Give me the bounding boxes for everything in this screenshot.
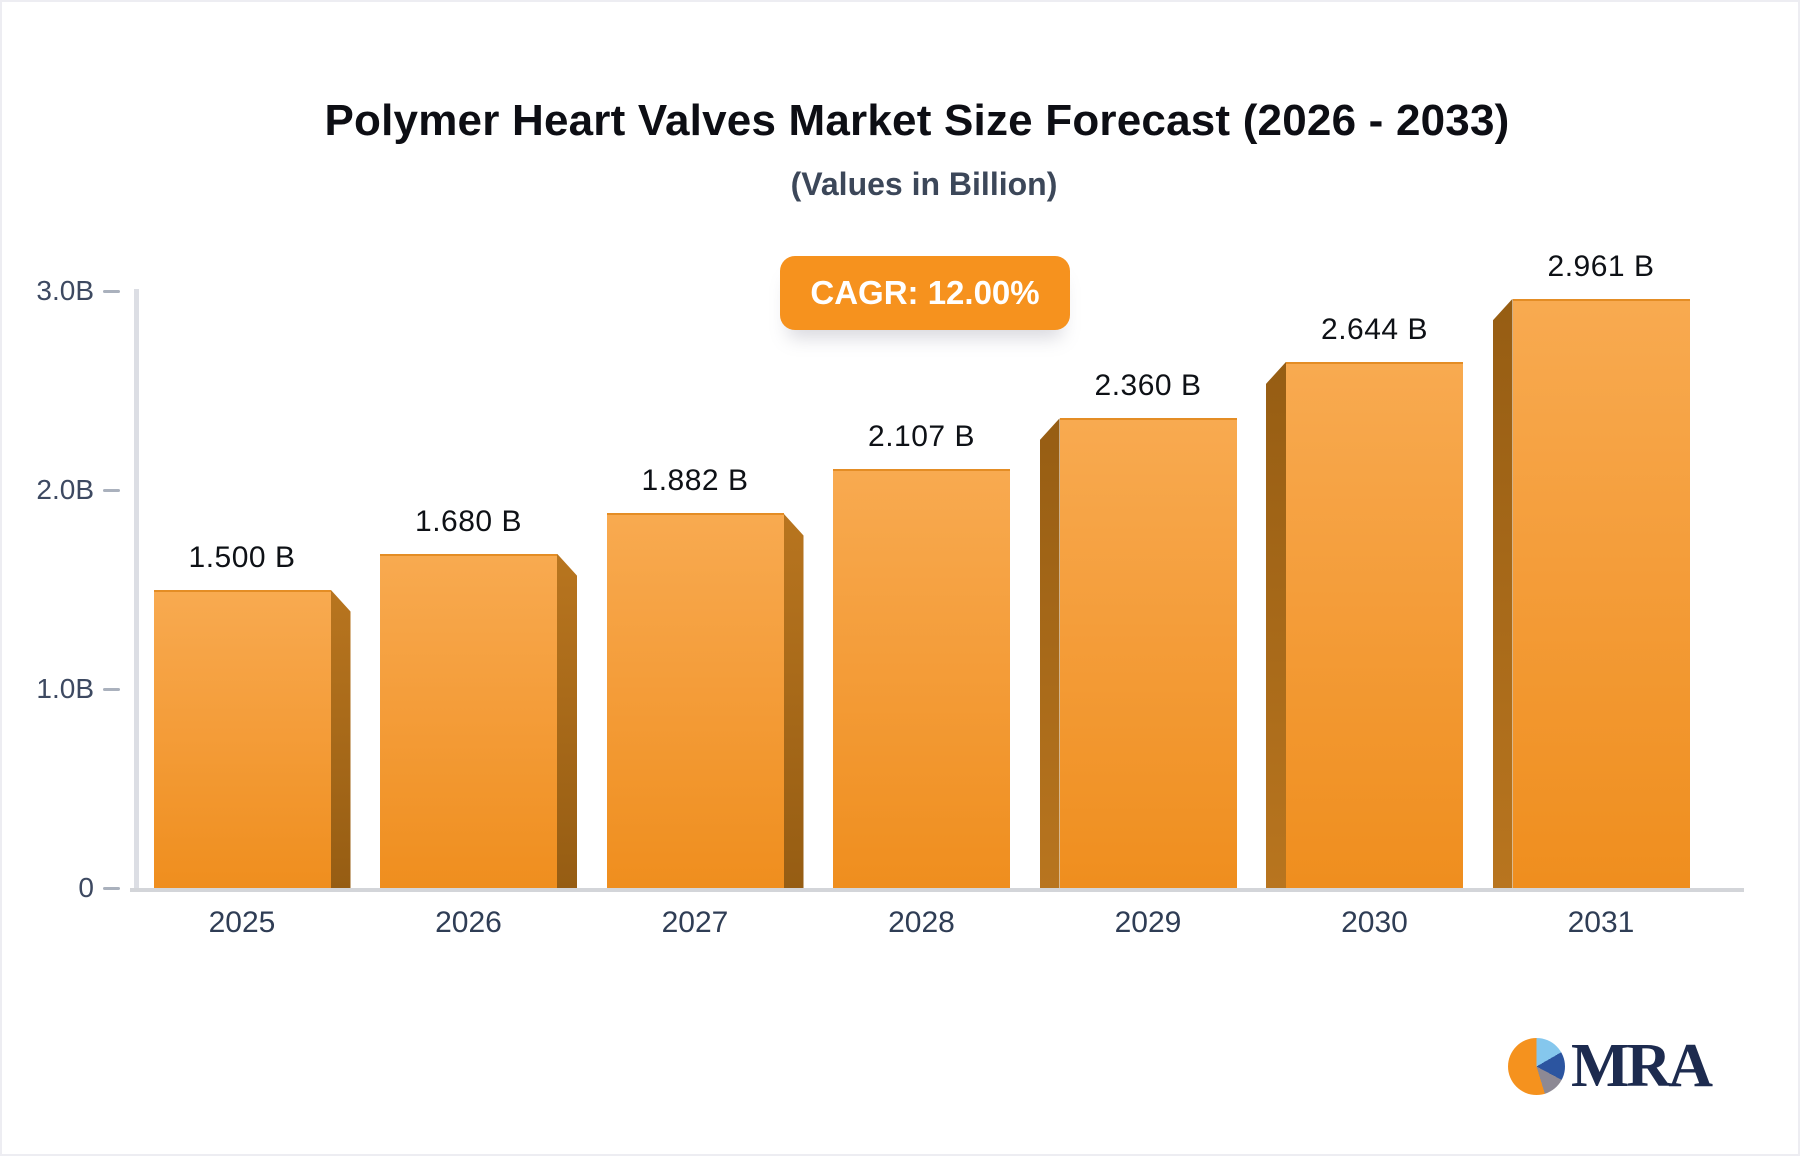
bar-2027 bbox=[606, 513, 784, 888]
y-axis-tick-label: 2.0B bbox=[36, 474, 94, 505]
bar-2031-3d-side bbox=[1492, 298, 1513, 888]
y-axis-line bbox=[134, 289, 139, 892]
bar-value-label-2030: 2.644 B bbox=[1321, 312, 1428, 346]
y-axis-tick bbox=[103, 290, 120, 293]
x-axis-label-2026: 2026 bbox=[435, 906, 502, 939]
cagr-badge: CAGR: 12.00% bbox=[780, 256, 1070, 330]
bar-value-label-2029: 2.360 B bbox=[1094, 369, 1202, 403]
y-axis-tick-label: 0 bbox=[78, 872, 94, 903]
y-axis-tick-label: 3.0B bbox=[36, 275, 94, 306]
bar-value-label-2027: 1.882 B bbox=[641, 464, 749, 498]
bar-2025 bbox=[153, 589, 331, 888]
bar-2029-3d-side bbox=[1039, 418, 1060, 888]
y-axis-tick bbox=[103, 489, 120, 492]
bar-2027-3d-side bbox=[783, 513, 804, 888]
bar-2025-3d-side bbox=[330, 589, 351, 888]
bar-2030 bbox=[1286, 361, 1463, 888]
bar-value-label-2026: 1.680 B bbox=[415, 504, 522, 538]
x-axis-label-2028: 2028 bbox=[888, 906, 955, 939]
bar-2026 bbox=[380, 553, 557, 888]
bar-2026-3d-side bbox=[557, 553, 577, 888]
x-axis-label-2029: 2029 bbox=[1114, 906, 1182, 939]
chart-subtitle: (Values in Billion) bbox=[790, 166, 1058, 202]
bar-value-label-2031: 2.961 B bbox=[1547, 249, 1655, 283]
y-axis-tick bbox=[103, 688, 120, 691]
y-axis-tick-label: 1.0B bbox=[36, 673, 94, 704]
x-axis-label-2027: 2027 bbox=[661, 906, 729, 939]
cagr-badge-label: CAGR: 12.00% bbox=[810, 274, 1040, 311]
x-axis-label-2025: 2025 bbox=[208, 906, 276, 939]
brand-logo-text: MRA bbox=[1571, 1032, 1713, 1100]
bar-2028 bbox=[833, 468, 1010, 888]
x-axis-label-2030: 2030 bbox=[1341, 906, 1408, 939]
bar-2029 bbox=[1059, 418, 1237, 888]
bar-value-label-2028: 2.107 B bbox=[868, 419, 975, 453]
x-axis-line bbox=[130, 888, 1744, 892]
bar-2030-3d-side bbox=[1266, 361, 1286, 888]
pie-chart-logo-icon bbox=[1508, 1038, 1565, 1095]
chart-title: Polymer Heart Valves Market Size Forecas… bbox=[324, 96, 1510, 145]
y-axis-tick bbox=[103, 887, 120, 890]
x-axis-label-2031: 2031 bbox=[1567, 906, 1635, 939]
bar-value-label-2025: 1.500 B bbox=[188, 540, 296, 574]
bar-2031 bbox=[1512, 298, 1690, 888]
brand-logo: MRA bbox=[1508, 1032, 1713, 1100]
